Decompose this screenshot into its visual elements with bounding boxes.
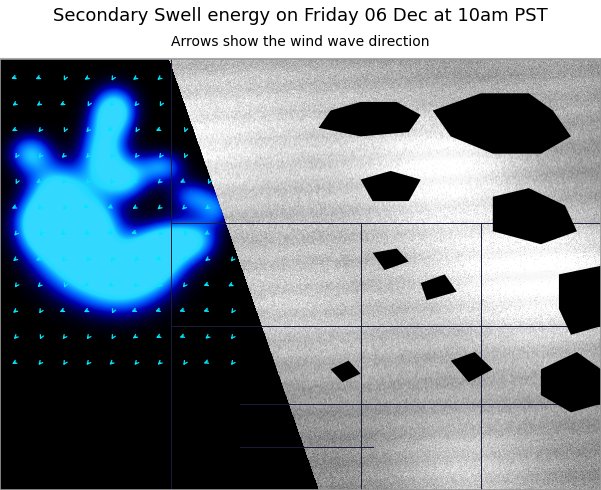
Polygon shape (373, 248, 409, 270)
Polygon shape (541, 352, 601, 413)
Polygon shape (361, 171, 421, 201)
Polygon shape (433, 93, 571, 154)
Polygon shape (493, 188, 577, 244)
Polygon shape (451, 352, 493, 382)
Text: Arrows show the wind wave direction: Arrows show the wind wave direction (171, 35, 430, 49)
Polygon shape (559, 266, 601, 335)
Polygon shape (319, 102, 421, 136)
Polygon shape (421, 274, 457, 300)
Text: Secondary Swell energy on Friday 06 Dec at 10am PST: Secondary Swell energy on Friday 06 Dec … (53, 7, 548, 25)
Polygon shape (331, 361, 361, 382)
